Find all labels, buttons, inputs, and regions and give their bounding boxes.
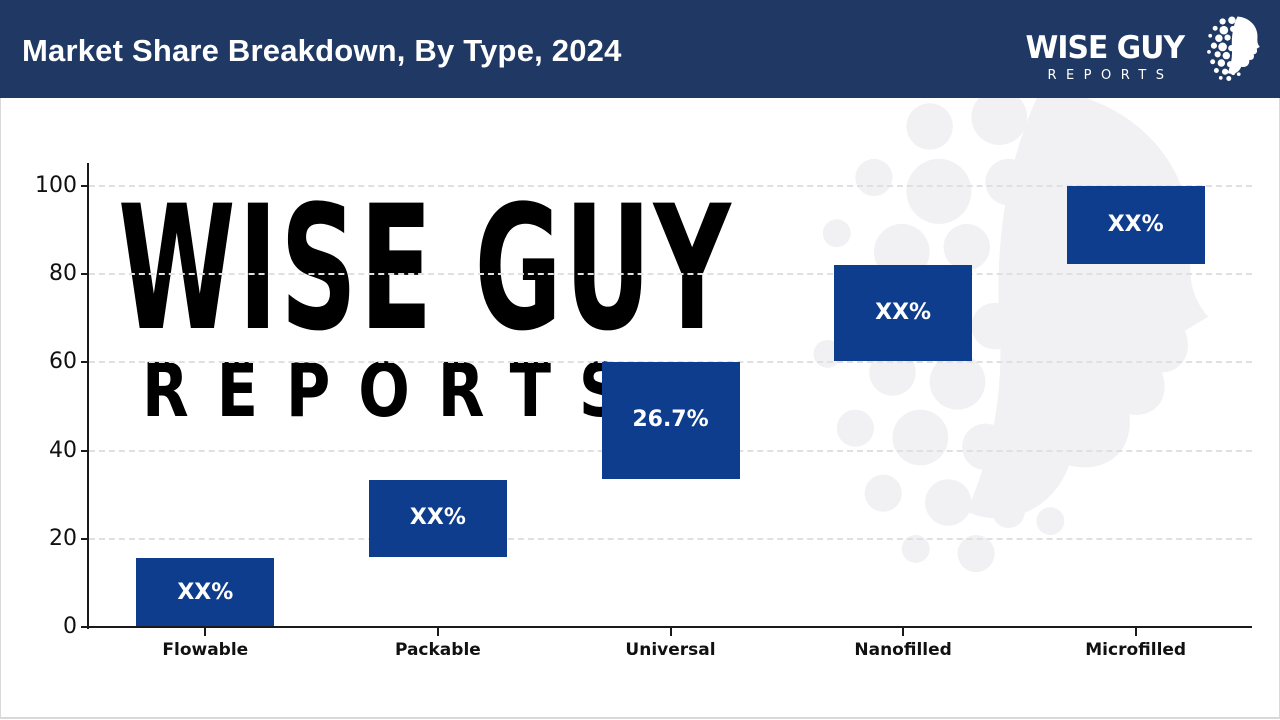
x-category-label-flowable: Flowable — [162, 640, 249, 660]
bar-universal — [601, 361, 740, 480]
gridline-100 — [89, 185, 1252, 187]
x-category-label-nanofilled: Nanofilled — [854, 640, 952, 660]
bar-label-flowable: XX% — [177, 579, 234, 605]
y-tick-80 — [81, 273, 89, 276]
watermark-wordmark: WISE GUY — [118, 168, 734, 369]
x-category-label-universal: Universal — [625, 640, 716, 660]
y-tick-label-40: 40 — [49, 437, 77, 463]
y-tick-label-0: 0 — [63, 614, 77, 639]
y-tick-60 — [81, 361, 89, 364]
x-tick-microfilled — [1134, 628, 1137, 636]
x-tick-universal — [669, 628, 672, 636]
x-tick-nanofilled — [902, 628, 905, 636]
wiseguy-face-icon — [1204, 8, 1266, 92]
y-axis-spine — [87, 163, 89, 629]
y-tick-100 — [81, 185, 89, 187]
page-title: Market Share Breakdown, By Type, 2024 — [22, 33, 622, 68]
bar-nanofilled — [834, 265, 973, 362]
wiseguy-logo: WISE GUY REPORTS — [1016, 6, 1266, 94]
bar-label-microfilled: XX% — [1107, 212, 1164, 238]
gridline-20 — [89, 537, 1252, 540]
bar-label-packable: XX% — [409, 505, 466, 531]
logo-text: WISE GUY REPORTS — [1016, 30, 1201, 83]
y-tick-label-60: 60 — [49, 349, 77, 375]
x-category-label-packable: Packable — [394, 640, 481, 660]
logo-subtitle: REPORTS — [1047, 68, 1174, 83]
bar-label-nanofilled: XX% — [875, 300, 932, 326]
header-bar: Market Share Breakdown, By Type, 2024 WI… — [0, 0, 1280, 98]
bar-microfilled — [1066, 186, 1205, 265]
y-tick-label-100: 100 — [35, 173, 77, 198]
logo-wordmark: WISE GUY — [1025, 30, 1185, 66]
x-tick-packable — [436, 628, 439, 636]
x-tick-flowable — [204, 628, 207, 636]
y-tick-label-20: 20 — [49, 525, 77, 551]
bar-label-universal: 26.7% — [632, 407, 709, 433]
bar-flowable — [136, 558, 275, 627]
bar-packable — [368, 479, 507, 557]
y-tick-label-80: 80 — [49, 261, 77, 287]
gridline-80 — [89, 273, 1252, 276]
y-tick-0 — [81, 626, 89, 628]
x-axis-spine — [87, 626, 1252, 628]
x-category-label-microfilled: Microfilled — [1085, 640, 1187, 660]
y-tick-40 — [81, 449, 89, 452]
y-tick-20 — [81, 537, 89, 540]
